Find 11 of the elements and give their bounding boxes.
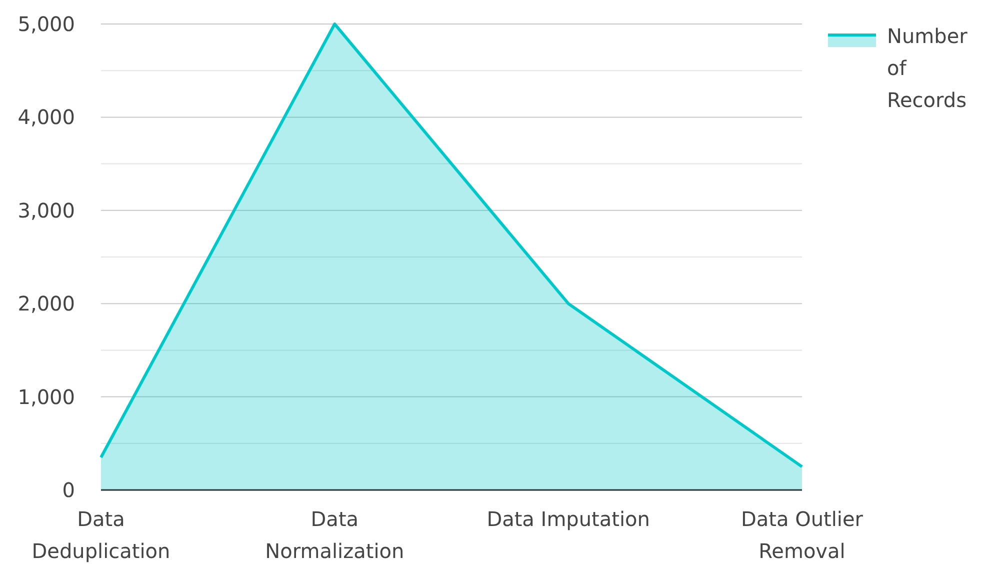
y-tick-label: 0 [62,478,75,502]
x-tick-label: Data Deduplication [32,507,170,563]
y-tick-label: 5,000 [18,12,75,36]
x-tick-label: Data Outlier Removal [740,507,864,563]
y-tick-label: 4,000 [18,105,75,130]
y-tick-label: 1,000 [18,384,75,409]
y-tick-label: 3,000 [18,198,75,222]
x-tick-label: Data Normalization [265,507,404,563]
x-tick-label: Data Imputation [486,507,650,531]
y-tick-label: 2,000 [18,292,75,316]
legend-label: Number of Records [887,24,968,112]
